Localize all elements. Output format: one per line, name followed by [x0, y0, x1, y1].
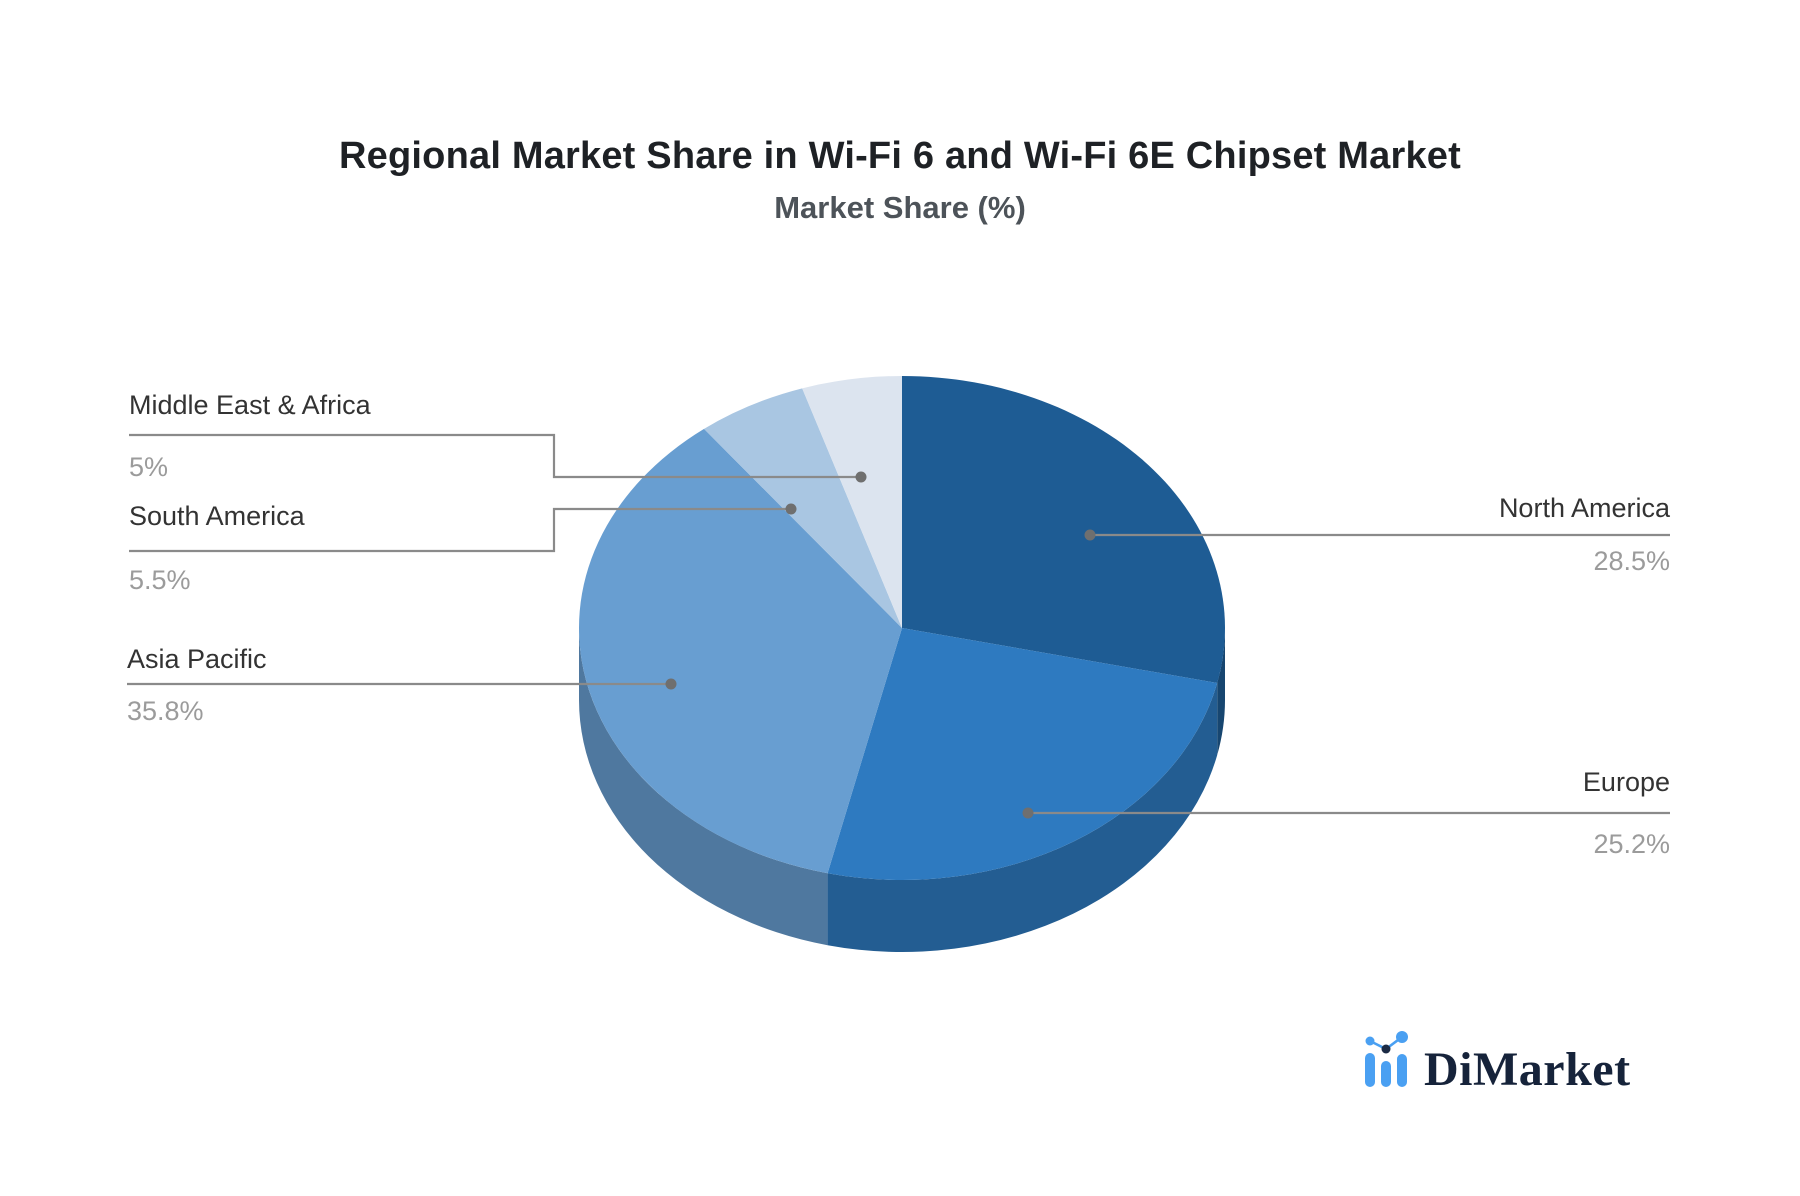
- pie-slice-side: [827, 682, 1218, 952]
- callout-dot: [785, 503, 797, 515]
- pie-slice-south-america[interactable]: [704, 388, 902, 628]
- value-north-america: 28.5%: [1593, 546, 1670, 576]
- value-middle-east-africa: 5%: [129, 452, 169, 482]
- pie-slice-europe[interactable]: [827, 628, 1218, 880]
- callout-dot: [855, 471, 867, 483]
- pie-slice-middle-east-africa[interactable]: [802, 376, 902, 628]
- brand-logo-text: DiMarket: [1424, 1042, 1631, 1096]
- label-north-america: North America: [1498, 493, 1670, 523]
- chart-title: Regional Market Share in Wi-Fi 6 and Wi-…: [339, 135, 1461, 177]
- pie-slice-side: [1217, 628, 1225, 755]
- value-europe: 25.2%: [1593, 829, 1670, 859]
- callout-line: [129, 433, 861, 479]
- value-asia-pacific: 35.8%: [127, 696, 204, 726]
- pie-callouts: [127, 433, 1670, 819]
- bar-line-chart-icon: [1365, 1031, 1408, 1087]
- callout-dot: [665, 678, 677, 690]
- callout-dot: [1084, 529, 1096, 541]
- callout-dot: [1022, 807, 1034, 819]
- callout-line: [129, 507, 791, 553]
- brand-logo: DiMarket: [1363, 1029, 1631, 1096]
- pie-3d-sides: [579, 628, 1225, 952]
- label-asia-pacific: Asia Pacific: [127, 644, 267, 674]
- pie-slice-north-america[interactable]: [902, 376, 1225, 683]
- pie-slices: [578, 376, 1225, 880]
- chart-subtitle: Market Share (%): [774, 190, 1026, 225]
- pie-slice-side: [579, 628, 828, 946]
- label-europe: Europe: [1582, 767, 1670, 797]
- pie-slice-asia-pacific[interactable]: [578, 428, 902, 874]
- label-south-america: South America: [129, 501, 305, 531]
- label-middle-east-africa: Middle East & Africa: [129, 390, 371, 420]
- value-south-america: 5.5%: [129, 565, 191, 595]
